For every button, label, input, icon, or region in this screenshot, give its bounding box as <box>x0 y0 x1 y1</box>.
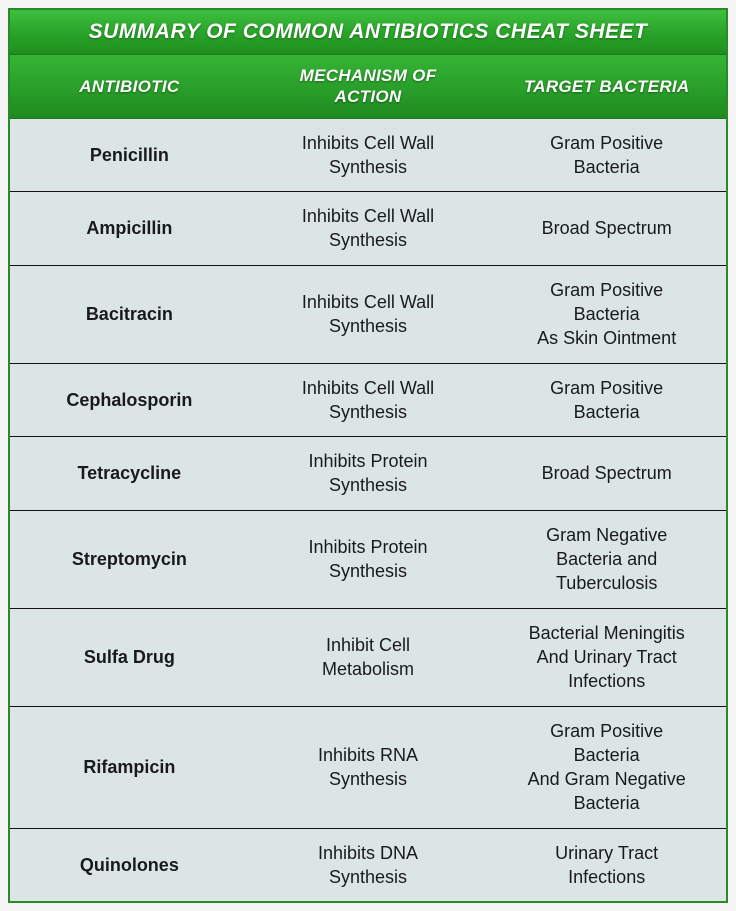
column-header-line: TARGET BACTERIA <box>524 76 690 97</box>
mechanism-cell: Inhibits RNASynthesis <box>249 707 488 828</box>
antibiotic-name: Cephalosporin <box>10 364 249 437</box>
target-line: Infections <box>568 865 645 889</box>
target-line: Gram Negative <box>546 523 667 547</box>
target-cell: Gram PositiveBacteria <box>487 364 726 437</box>
table-row: Sulfa DrugInhibit CellMetabolismBacteria… <box>10 609 726 707</box>
target-line: Bacteria <box>574 302 640 326</box>
target-line: Gram Positive <box>550 131 663 155</box>
target-line: And Gram Negative <box>528 767 686 791</box>
antibiotic-name: Quinolones <box>10 829 249 902</box>
mechanism-line: Synthesis <box>329 767 407 791</box>
column-header: MECHANISM OFACTION <box>249 55 488 118</box>
column-header-line: ACTION <box>335 86 402 107</box>
target-line: Tuberculosis <box>556 571 657 595</box>
target-line: Gram Positive <box>550 719 663 743</box>
mechanism-cell: Inhibits Cell WallSynthesis <box>249 192 488 265</box>
target-cell: Broad Spectrum <box>487 437 726 510</box>
table-row: RifampicinInhibits RNASynthesisGram Posi… <box>10 707 726 829</box>
antibiotic-name: Bacitracin <box>10 266 249 363</box>
target-line: And Urinary Tract <box>537 645 677 669</box>
mechanism-line: Inhibits Protein <box>308 535 427 559</box>
table-row: StreptomycinInhibits ProteinSynthesisGra… <box>10 511 726 609</box>
table-row: PenicillinInhibits Cell WallSynthesisGra… <box>10 119 726 193</box>
mechanism-line: Inhibit Cell <box>326 633 410 657</box>
mechanism-cell: Inhibits Cell WallSynthesis <box>249 266 488 363</box>
mechanism-line: Inhibits RNA <box>318 743 418 767</box>
target-cell: Gram PositiveBacteriaAnd Gram NegativeBa… <box>487 707 726 828</box>
table-row: TetracyclineInhibits ProteinSynthesisBro… <box>10 437 726 511</box>
table-row: BacitracinInhibits Cell WallSynthesisGra… <box>10 266 726 364</box>
cheat-sheet-container: SUMMARY OF COMMON ANTIBIOTICS CHEAT SHEE… <box>8 8 728 903</box>
mechanism-line: Inhibits Cell Wall <box>302 131 434 155</box>
mechanism-line: Synthesis <box>329 155 407 179</box>
mechanism-cell: Inhibits Cell WallSynthesis <box>249 119 488 192</box>
target-line: Bacteria and <box>556 547 657 571</box>
target-line: Bacteria <box>574 791 640 815</box>
mechanism-cell: Inhibits ProteinSynthesis <box>249 511 488 608</box>
antibiotic-name: Sulfa Drug <box>10 609 249 706</box>
column-header: TARGET BACTERIA <box>487 55 726 118</box>
target-line: Gram Positive <box>550 376 663 400</box>
target-cell: Bacterial MeningitisAnd Urinary TractInf… <box>487 609 726 706</box>
mechanism-line: Synthesis <box>329 400 407 424</box>
mechanism-line: Synthesis <box>329 559 407 583</box>
target-cell: Urinary TractInfections <box>487 829 726 902</box>
mechanism-cell: Inhibits DNASynthesis <box>249 829 488 902</box>
mechanism-line: Synthesis <box>329 314 407 338</box>
target-line: Broad Spectrum <box>542 461 672 485</box>
target-line: Gram Positive <box>550 278 663 302</box>
table-row: CephalosporinInhibits Cell WallSynthesis… <box>10 364 726 438</box>
target-line: Urinary Tract <box>555 841 658 865</box>
table-row: AmpicillinInhibits Cell WallSynthesisBro… <box>10 192 726 266</box>
target-cell: Broad Spectrum <box>487 192 726 265</box>
table-header-row: ANTIBIOTIC MECHANISM OFACTION TARGET BACTE… <box>10 55 726 119</box>
target-line: Bacterial Meningitis <box>529 621 685 645</box>
mechanism-line: Inhibits Cell Wall <box>302 376 434 400</box>
mechanism-cell: Inhibits Cell WallSynthesis <box>249 364 488 437</box>
mechanism-line: Inhibits DNA <box>318 841 418 865</box>
target-cell: Gram PositiveBacteria <box>487 119 726 192</box>
antibiotic-name: Penicillin <box>10 119 249 192</box>
target-cell: Gram NegativeBacteria andTuberculosis <box>487 511 726 608</box>
mechanism-line: Synthesis <box>329 865 407 889</box>
mechanism-cell: Inhibits ProteinSynthesis <box>249 437 488 510</box>
column-header-line: ANTIBIOTIC <box>79 76 179 97</box>
antibiotic-name: Streptomycin <box>10 511 249 608</box>
target-line: Bacteria <box>574 743 640 767</box>
table-body: PenicillinInhibits Cell WallSynthesisGra… <box>10 119 726 902</box>
target-line: As Skin Ointment <box>537 326 676 350</box>
target-line: Bacteria <box>574 400 640 424</box>
target-line: Bacteria <box>574 155 640 179</box>
mechanism-line: Metabolism <box>322 657 414 681</box>
mechanism-line: Synthesis <box>329 228 407 252</box>
mechanism-cell: Inhibit CellMetabolism <box>249 609 488 706</box>
target-line: Broad Spectrum <box>542 216 672 240</box>
column-header: ANTIBIOTIC <box>10 55 249 118</box>
antibiotic-name: Ampicillin <box>10 192 249 265</box>
antibiotic-name: Tetracycline <box>10 437 249 510</box>
target-line: Infections <box>568 669 645 693</box>
target-cell: Gram PositiveBacteriaAs Skin Ointment <box>487 266 726 363</box>
table-row: QuinolonesInhibits DNASynthesisUrinary T… <box>10 829 726 902</box>
mechanism-line: Inhibits Protein <box>308 449 427 473</box>
mechanism-line: Synthesis <box>329 473 407 497</box>
mechanism-line: Inhibits Cell Wall <box>302 204 434 228</box>
mechanism-line: Inhibits Cell Wall <box>302 290 434 314</box>
page-title: SUMMARY OF COMMON ANTIBIOTICS CHEAT SHEE… <box>10 10 726 55</box>
column-header-line: MECHANISM OF <box>300 65 437 86</box>
antibiotic-name: Rifampicin <box>10 707 249 828</box>
